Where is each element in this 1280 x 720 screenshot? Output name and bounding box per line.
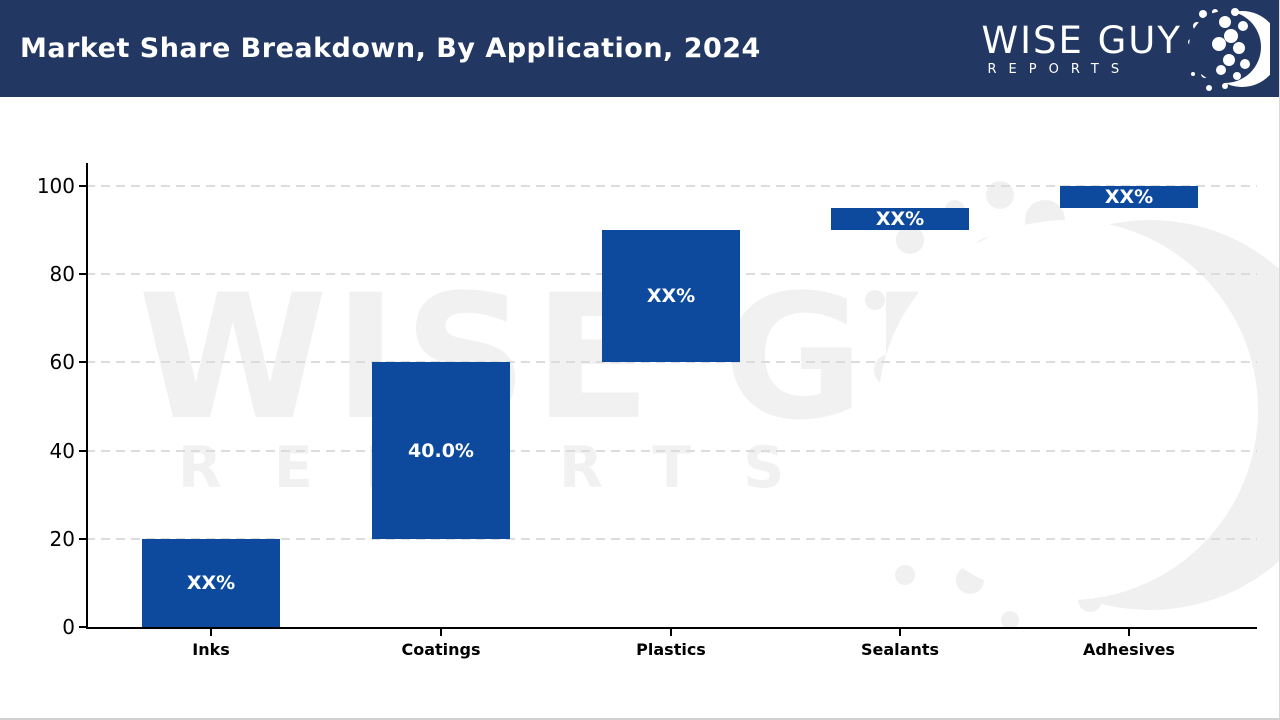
x-tick-label-adhesives: Adhesives [1083, 640, 1175, 659]
y-tick-100 [79, 185, 86, 187]
x-tick-label-sealants: Sealants [860, 640, 939, 659]
y-tick-60 [79, 361, 86, 364]
y-tick-0 [79, 626, 86, 628]
page-title: Market Share Breakdown, By Application, … [20, 33, 761, 64]
y-tick-label-20: 20 [49, 526, 75, 551]
gridline-y60 [86, 361, 1257, 364]
y-tick-40 [79, 449, 86, 452]
bar-adhesives: XX% [1060, 186, 1198, 209]
bar-value-label-adhesives: XX% [1104, 186, 1154, 209]
logo-face-icon [1188, 7, 1270, 91]
wise-guy-reports-logo: WISE GUY REPORTS [982, 4, 1270, 94]
gridline-y100 [86, 185, 1257, 187]
x-tick-label-inks: Inks [192, 640, 230, 659]
y-tick-label-100: 100 [36, 174, 75, 198]
bar-sealants: XX% [831, 208, 969, 231]
x-tick-label-coatings: Coatings [401, 640, 481, 659]
x-axis-line [86, 627, 1257, 629]
y-tick-label-80: 80 [49, 262, 75, 287]
y-tick-label-40: 40 [49, 438, 75, 463]
logo-text: WISE GUY REPORTS [982, 22, 1182, 76]
logo-sub-label: REPORTS [987, 61, 1132, 77]
bar-plastics: XX% [602, 230, 740, 363]
bar-coatings: 40.0% [372, 362, 510, 539]
gridline-y20 [86, 537, 1257, 540]
gridline-y40 [86, 449, 1257, 452]
x-tick-adhesives [1128, 629, 1130, 636]
y-tick-80 [79, 273, 86, 276]
bar-value-label-inks: XX% [186, 571, 236, 594]
x-tick-coatings [440, 629, 442, 636]
x-tick-plastics [670, 629, 672, 636]
y-tick-label-0: 0 [62, 615, 75, 639]
logo-brand-label: WISE GUY [981, 18, 1182, 62]
y-axis-line [86, 163, 88, 629]
bar-value-label-plastics: XX% [646, 285, 696, 308]
bar-inks: XX% [142, 538, 280, 627]
header-bar: Market Share Breakdown, By Application, … [0, 0, 1280, 97]
bar-value-label-coatings: 40.0% [408, 439, 474, 462]
x-tick-inks [210, 629, 212, 636]
x-tick-label-plastics: Plastics [636, 640, 706, 659]
bar-value-label-sealants: XX% [875, 208, 925, 231]
x-tick-sealants [899, 629, 901, 636]
y-tick-label-60: 60 [49, 350, 75, 375]
chart-plot-area: 0 20 40 60 80 100 XX% Inks 40.0% Coatings XX% Plast… [0, 97, 1280, 717]
y-tick-20 [79, 537, 86, 540]
